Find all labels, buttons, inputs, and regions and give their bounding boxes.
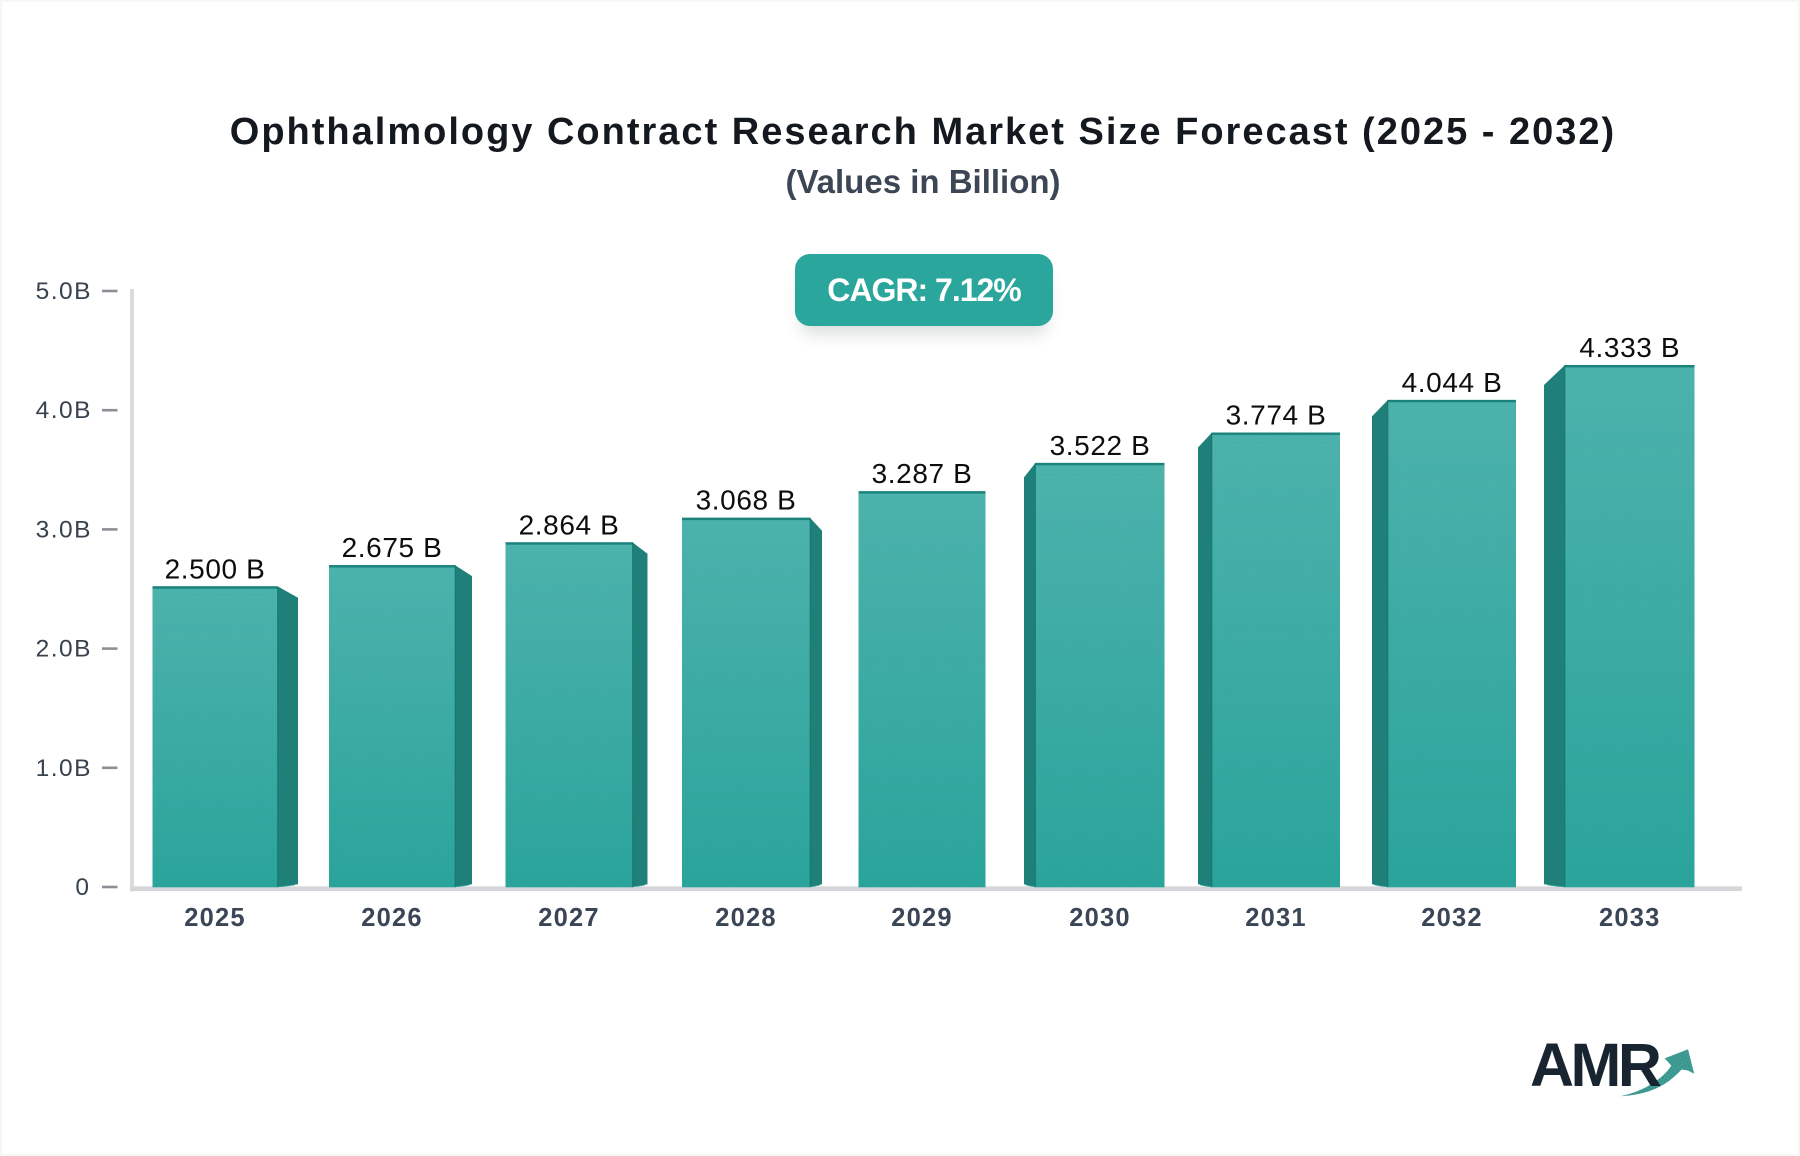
svg-text:2.864 B: 2.864 B [519, 509, 620, 540]
svg-text:3.0B: 3.0B [36, 516, 92, 543]
svg-text:5.0B: 5.0B [36, 278, 92, 305]
svg-text:4.0B: 4.0B [36, 397, 92, 424]
svg-text:3.068 B: 3.068 B [696, 485, 797, 516]
svg-text:2033: 2033 [1599, 904, 1661, 932]
svg-text:2030: 2030 [1069, 904, 1131, 932]
svg-text:2031: 2031 [1245, 904, 1307, 932]
svg-text:2027: 2027 [538, 904, 600, 932]
svg-text:4.333 B: 4.333 B [1579, 332, 1680, 363]
svg-text:2025: 2025 [184, 904, 246, 932]
svg-text:2.500 B: 2.500 B [165, 553, 266, 584]
svg-text:2.675 B: 2.675 B [342, 532, 443, 563]
svg-text:1.0B: 1.0B [36, 755, 92, 782]
svg-text:3.522 B: 3.522 B [1050, 430, 1151, 461]
svg-text:3.774 B: 3.774 B [1226, 400, 1327, 431]
svg-text:4.044 B: 4.044 B [1402, 367, 1503, 398]
svg-text:3.287 B: 3.287 B [872, 458, 973, 489]
svg-text:0: 0 [75, 874, 90, 901]
svg-text:2029: 2029 [891, 904, 953, 932]
svg-text:2032: 2032 [1421, 904, 1483, 932]
svg-text:2028: 2028 [715, 904, 777, 932]
svg-text:2.0B: 2.0B [36, 636, 92, 663]
svg-text:2026: 2026 [361, 904, 423, 932]
